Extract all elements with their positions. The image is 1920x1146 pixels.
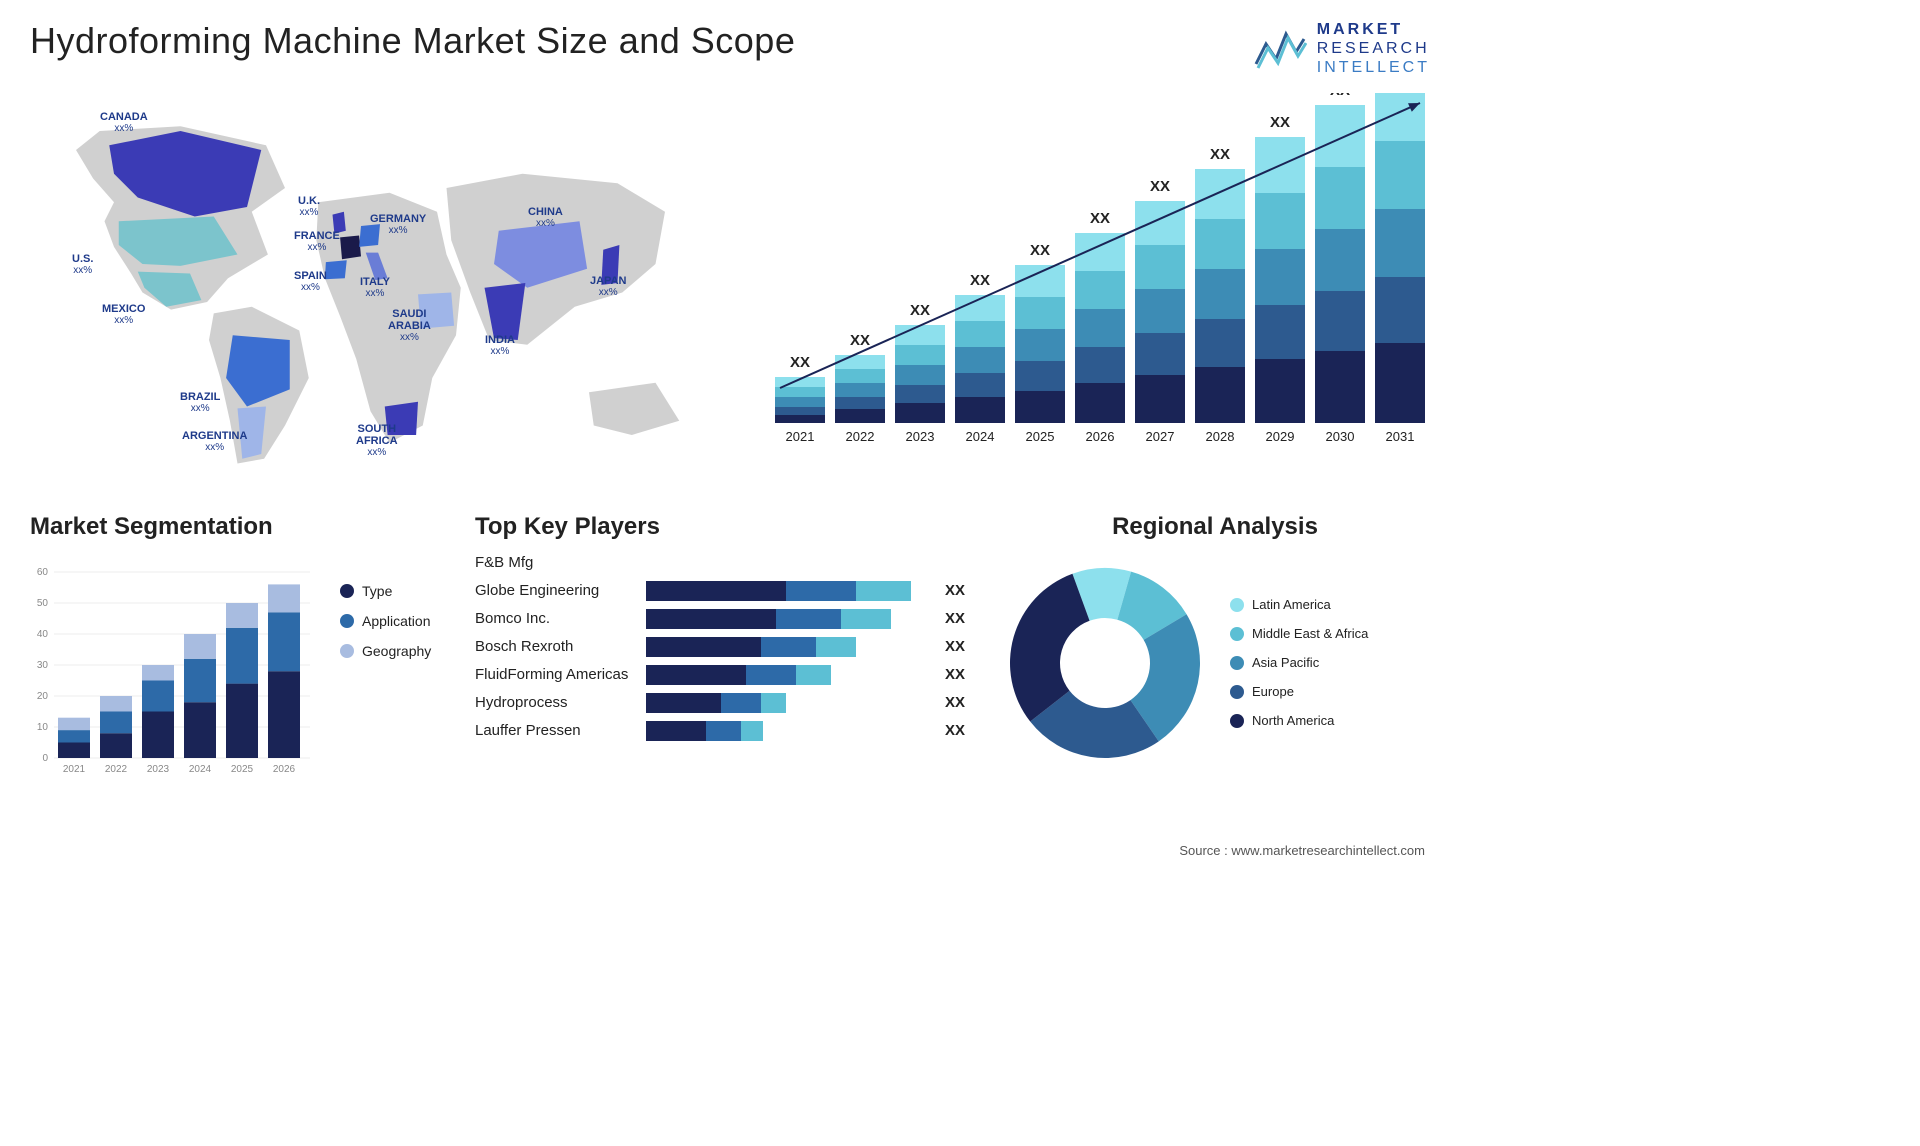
legend-item: North America [1230, 713, 1368, 728]
map-label: ARGENTINAxx% [182, 430, 247, 453]
map-label: SPAINxx% [294, 270, 327, 293]
svg-text:XX: XX [1030, 242, 1050, 259]
svg-text:XX: XX [970, 272, 990, 289]
svg-text:2031: 2031 [1386, 429, 1415, 444]
svg-text:XX: XX [1270, 114, 1290, 131]
logo-line2: RESEARCH [1317, 39, 1430, 58]
logo-line1: MARKET [1317, 20, 1430, 39]
logo-line3: INTELLECT [1317, 58, 1430, 77]
svg-text:2025: 2025 [1026, 429, 1055, 444]
svg-text:XX: XX [790, 354, 810, 371]
svg-text:2024: 2024 [966, 429, 995, 444]
svg-text:2025: 2025 [231, 764, 254, 775]
svg-text:XX: XX [1150, 178, 1170, 195]
svg-text:2028: 2028 [1206, 429, 1235, 444]
map-label: CANADAxx% [100, 111, 148, 134]
svg-text:20: 20 [37, 691, 49, 702]
svg-text:30: 30 [37, 660, 49, 671]
segmentation-title: Market Segmentation [30, 513, 450, 541]
svg-text:XX: XX [1090, 210, 1110, 227]
legend-item: Middle East & Africa [1230, 626, 1368, 641]
svg-text:2029: 2029 [1266, 429, 1295, 444]
svg-text:50: 50 [37, 598, 49, 609]
svg-text:2026: 2026 [1086, 429, 1115, 444]
svg-text:2024: 2024 [189, 764, 212, 775]
map-label: INDIAxx% [485, 334, 515, 357]
player-row: Globe EngineeringXX [475, 581, 975, 601]
source-text: Source : www.marketresearchintellect.com [1179, 843, 1425, 858]
map-label: MEXICOxx% [102, 303, 145, 326]
map-label: GERMANYxx% [370, 213, 426, 236]
svg-text:XX: XX [1210, 146, 1230, 163]
map-label: U.S.xx% [72, 253, 93, 276]
map-label: SAUDIARABIAxx% [388, 308, 431, 343]
svg-text:2021: 2021 [786, 429, 815, 444]
regional-title: Regional Analysis [1000, 513, 1430, 541]
svg-text:XX: XX [910, 302, 930, 319]
svg-text:2023: 2023 [147, 764, 170, 775]
legend-item: Geography [340, 643, 431, 659]
players-title: Top Key Players [475, 513, 975, 541]
player-row: Bosch RexrothXX [475, 637, 975, 657]
player-row: HydroprocessXX [475, 693, 975, 713]
svg-text:0: 0 [42, 753, 48, 764]
svg-text:2022: 2022 [846, 429, 875, 444]
player-row: Bomco Inc.XX [475, 609, 975, 629]
map-label: JAPANxx% [590, 275, 626, 298]
legend-item: Application [340, 613, 431, 629]
player-row: Lauffer PressenXX [475, 721, 975, 741]
svg-text:2023: 2023 [906, 429, 935, 444]
legend-item: Asia Pacific [1230, 655, 1368, 670]
world-map: CANADAxx% U.S.xx% MEXICOxx% BRAZILxx% ARGENT… [30, 93, 730, 493]
map-label: CHINAxx% [528, 206, 563, 229]
legend-item: Type [340, 583, 431, 599]
player-row: F&B Mfg [475, 553, 975, 573]
map-label: BRAZILxx% [180, 391, 220, 414]
map-label: SOUTHAFRICAxx% [356, 423, 398, 458]
svg-text:60: 60 [37, 567, 49, 578]
svg-text:XX: XX [1330, 93, 1350, 99]
page-title: Hydroforming Machine Market Size and Sco… [30, 20, 795, 62]
players-list: F&B Mfg Globe EngineeringXX Bomco Inc.XX Bo… [475, 553, 975, 741]
svg-text:2026: 2026 [273, 764, 296, 775]
regional-chart [1000, 553, 1210, 773]
logo: MARKET RESEARCH INTELLECT [1252, 20, 1430, 78]
svg-text:10: 10 [37, 722, 49, 733]
regional-legend: Latin America Middle East & Africa Asia Pa… [1230, 597, 1368, 728]
player-row: FluidForming AmericasXX [475, 665, 975, 685]
svg-text:XX: XX [850, 332, 870, 349]
svg-text:2030: 2030 [1326, 429, 1355, 444]
legend-item: Europe [1230, 684, 1368, 699]
svg-text:2027: 2027 [1146, 429, 1175, 444]
legend-item: Latin America [1230, 597, 1368, 612]
svg-text:40: 40 [37, 629, 49, 640]
segmentation-legend: Type Application Geography [340, 583, 431, 783]
svg-text:2022: 2022 [105, 764, 128, 775]
logo-icon [1252, 24, 1307, 74]
segmentation-chart: 0 10 20 30 40 50 60 2021 2022 2023 2024 2025 2026 [30, 553, 320, 783]
trend-chart: XX 2021 XX 2022 XX 2023 XX 2024 XX 2025 XX 2026 XX 20… [760, 93, 1430, 493]
map-label: U.K.xx% [298, 195, 320, 218]
map-label: FRANCExx% [294, 230, 340, 253]
map-label: ITALYxx% [360, 276, 390, 299]
svg-text:2021: 2021 [63, 764, 86, 775]
